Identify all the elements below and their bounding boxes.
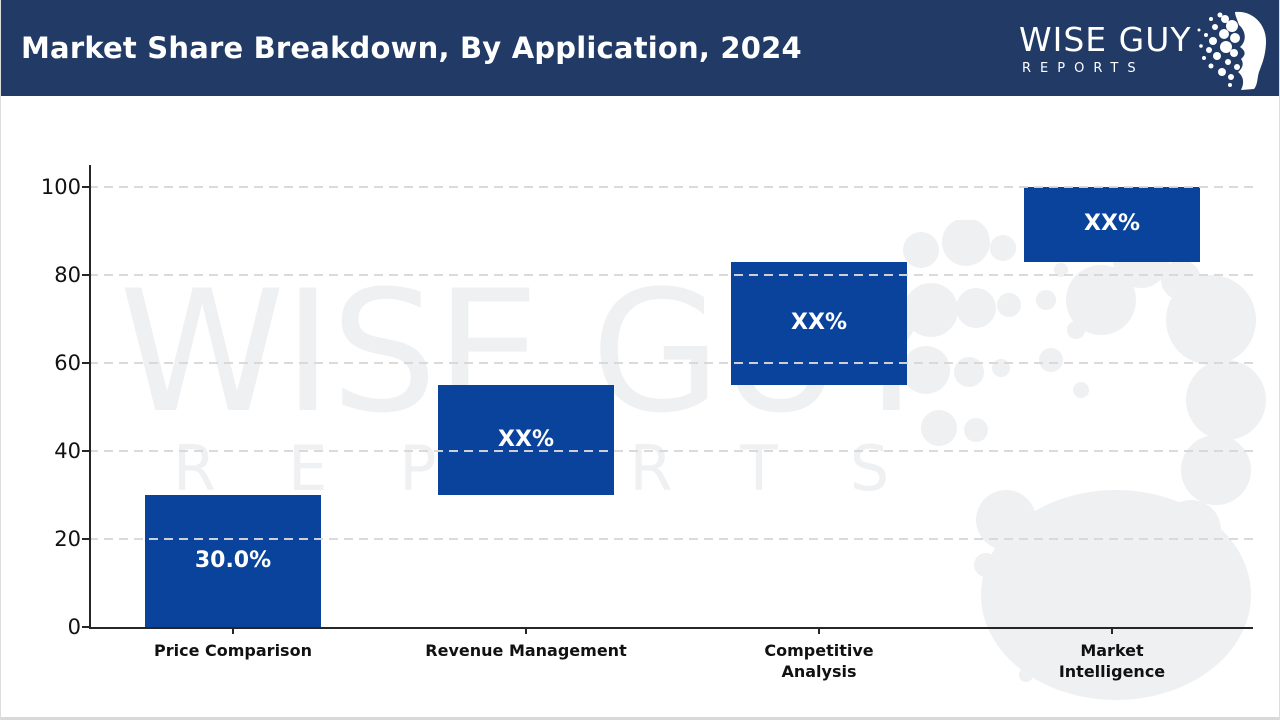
gridline-y-40 <box>89 450 1253 452</box>
bottom-border <box>1 717 1279 720</box>
logo-brand-name: WISE GUY <box>1019 20 1192 59</box>
x-tick-mark <box>1111 627 1113 634</box>
y-tick-label: 60 <box>54 351 81 375</box>
y-tick-label: 40 <box>54 439 81 463</box>
y-tick-label: 80 <box>54 263 81 287</box>
bar-value-label: XX% <box>1084 211 1140 237</box>
x-tick-mark <box>232 627 234 634</box>
y-tick-label: 100 <box>40 175 81 199</box>
header-bar: Market Share Breakdown, By Application, … <box>1 0 1279 96</box>
bar-value-label: 30.0% <box>194 548 272 573</box>
gridline-y-20 <box>89 538 1253 540</box>
bar-3 <box>731 261 907 385</box>
logo-text: WISE GUY REPORTS <box>1019 20 1192 77</box>
gridline-y-60 <box>89 362 1253 364</box>
y-tick-mark <box>82 274 90 276</box>
x-axis-line <box>89 627 1253 629</box>
x-tick-mark <box>818 627 820 634</box>
category-label: Market Intelligence <box>1058 641 1166 681</box>
x-tick-mark <box>525 627 527 634</box>
category-label: Revenue Management <box>425 641 627 660</box>
y-tick-mark <box>82 450 90 452</box>
bar-value-label: XX% <box>498 427 554 452</box>
bar-value-label: XX% <box>791 310 847 336</box>
category-label: Price Comparison <box>154 641 312 660</box>
category-label: Competitive Analysis <box>764 641 874 681</box>
y-tick-label: 0 <box>67 615 81 639</box>
y-tick-mark <box>82 362 90 364</box>
bar-4 <box>1024 187 1200 262</box>
gridline-y-100 <box>89 186 1253 188</box>
page-title: Market Share Breakdown, By Application, … <box>21 31 802 65</box>
wise-guy-logo: WISE GUY REPORTS <box>1019 6 1269 90</box>
y-tick-label: 20 <box>54 527 81 551</box>
logo-head-icon <box>1197 11 1267 90</box>
y-tick-mark <box>82 538 90 540</box>
plot-area: 0 20 40 60 80 100 30.0% Price Comparison XX% Reve… <box>1 96 1279 720</box>
watermark-head-icon <box>902 220 1266 700</box>
bar-1 <box>145 495 321 627</box>
gridline-y-80 <box>89 274 1253 276</box>
y-tick-mark <box>82 186 90 188</box>
y-tick-mark <box>82 626 90 628</box>
logo-brand-subtitle: REPORTS <box>1022 61 1145 76</box>
bar-2 <box>438 385 614 495</box>
y-axis-line <box>89 165 91 629</box>
